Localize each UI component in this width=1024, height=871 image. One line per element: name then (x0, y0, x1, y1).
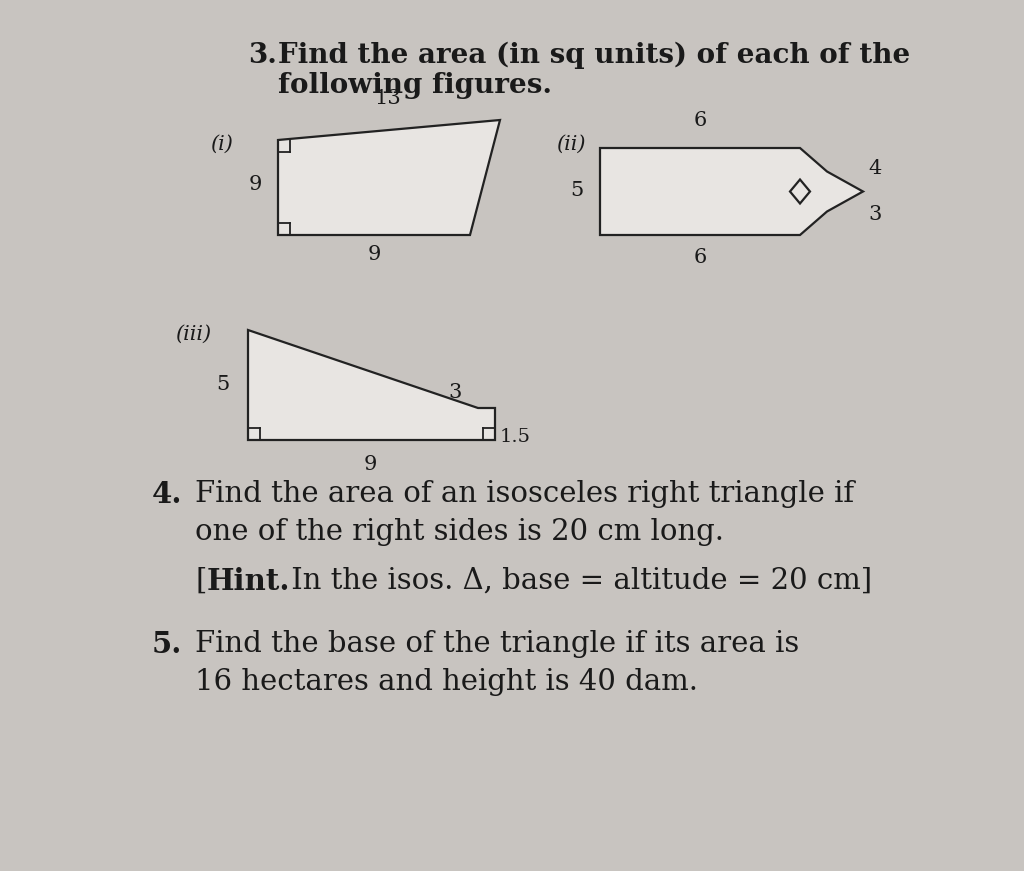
Text: 5.: 5. (152, 630, 182, 659)
Text: 6: 6 (693, 248, 707, 267)
Text: (i): (i) (210, 135, 232, 154)
Text: Find the area (in sq units) of each of the: Find the area (in sq units) of each of t… (278, 42, 910, 70)
Text: 3.: 3. (248, 42, 276, 69)
Text: 5: 5 (217, 375, 230, 395)
Text: one of the right sides is 20 cm long.: one of the right sides is 20 cm long. (195, 518, 724, 546)
Text: [: [ (195, 567, 207, 595)
Text: (iii): (iii) (175, 325, 211, 344)
Text: Find the area of an isosceles right triangle if: Find the area of an isosceles right tria… (195, 480, 854, 508)
Text: 4: 4 (868, 159, 882, 178)
Text: In the isos. Δ, base = altitude = 20 cm]: In the isos. Δ, base = altitude = 20 cm] (282, 567, 872, 595)
Text: 6: 6 (693, 111, 707, 130)
Text: 3: 3 (449, 383, 462, 402)
Text: 1.5: 1.5 (500, 428, 531, 446)
Text: 9: 9 (368, 245, 381, 264)
Text: 9: 9 (364, 455, 377, 474)
Text: 16 hectares and height is 40 dam.: 16 hectares and height is 40 dam. (195, 668, 698, 696)
Polygon shape (278, 120, 500, 235)
Text: Hint.: Hint. (207, 567, 291, 596)
Text: Find the base of the triangle if its area is: Find the base of the triangle if its are… (195, 630, 800, 658)
Text: 3: 3 (868, 206, 882, 225)
Text: 13: 13 (375, 89, 401, 108)
Polygon shape (248, 330, 495, 440)
Text: 9: 9 (249, 175, 262, 194)
Text: following figures.: following figures. (278, 72, 552, 99)
Text: 4.: 4. (152, 480, 182, 509)
Text: 5: 5 (570, 181, 584, 200)
Text: (ii): (ii) (556, 135, 586, 154)
Polygon shape (790, 179, 810, 204)
Polygon shape (600, 148, 863, 235)
